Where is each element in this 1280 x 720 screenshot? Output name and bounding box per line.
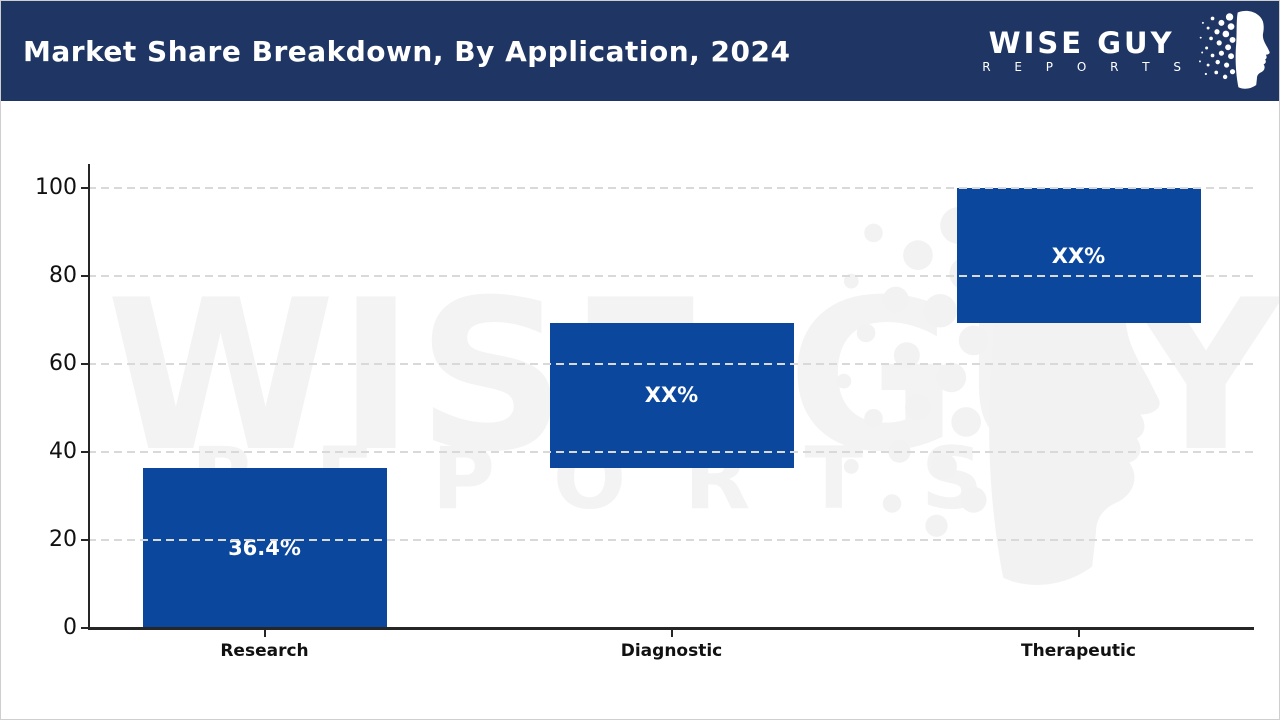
bar-diagnostic: XX% xyxy=(549,323,794,468)
y-axis-tick xyxy=(81,363,88,365)
grid-line xyxy=(88,539,1254,541)
header-band: Market Share Breakdown, By Application, … xyxy=(1,1,1279,101)
x-axis-tick xyxy=(1077,630,1080,637)
y-tick-label: 0 xyxy=(63,615,77,640)
wise-guy-reports-logo: WISE GUY R E P O R T S xyxy=(972,8,1279,94)
grid-line xyxy=(88,187,1254,189)
y-axis-tick xyxy=(81,627,88,629)
x-axis-tick xyxy=(263,630,266,637)
grid-line xyxy=(88,451,1254,453)
x-category-label: Therapeutic xyxy=(1021,641,1136,661)
bar-therapeutic: XX% xyxy=(956,188,1201,324)
y-tick-label: 20 xyxy=(49,527,77,552)
page-title: Market Share Breakdown, By Application, … xyxy=(23,34,791,68)
x-category-label: Diagnostic xyxy=(620,641,723,661)
y-axis-tick xyxy=(81,451,88,453)
bar-research: 36.4% xyxy=(142,467,387,628)
y-axis-tick xyxy=(81,539,88,541)
grid-line xyxy=(88,275,1254,277)
y-tick-label: 80 xyxy=(49,263,77,288)
x-category-label: Research xyxy=(220,641,309,661)
y-tick-label: 40 xyxy=(49,439,77,464)
wiseguy-face-icon xyxy=(1198,10,1270,89)
bar-value-label: XX% xyxy=(644,383,699,408)
y-axis-tick xyxy=(81,275,88,277)
grid-line xyxy=(88,363,1254,365)
y-tick-label: 100 xyxy=(35,175,77,200)
logo-brand-subtitle: R E P O R T S xyxy=(982,60,1191,75)
y-axis-tick xyxy=(81,187,88,189)
bar-value-label: XX% xyxy=(1051,243,1106,268)
x-axis-line xyxy=(88,627,1254,630)
y-tick-label: 60 xyxy=(49,351,77,376)
logo-brand-name: WISE GUY xyxy=(988,25,1175,60)
y-axis-line xyxy=(88,164,90,630)
x-axis-tick xyxy=(670,630,673,637)
logo-text: WISE GUY R E P O R T S xyxy=(972,25,1191,75)
